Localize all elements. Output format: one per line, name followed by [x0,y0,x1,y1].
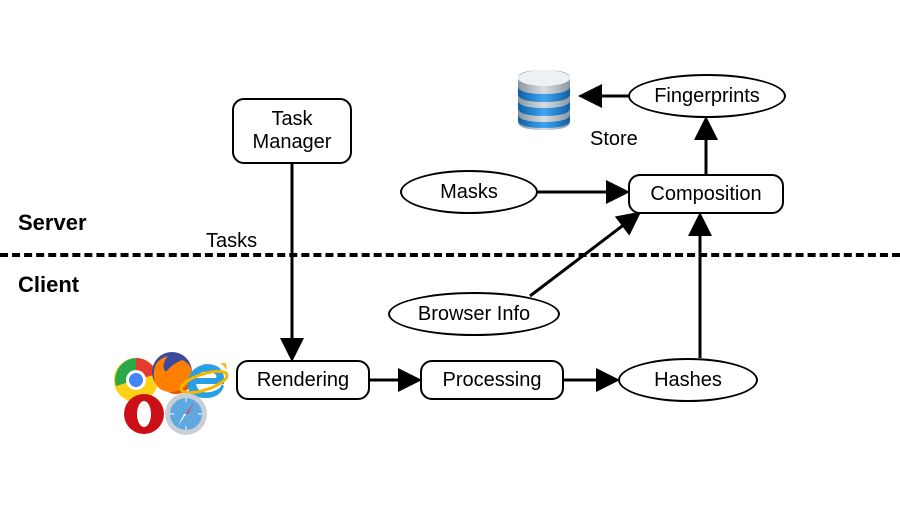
label-client: Client [18,272,79,298]
node-hashes: Hashes [618,358,758,402]
node-task-manager: Task Manager [232,98,352,164]
node-browser-info: Browser Info [388,292,560,336]
label-store: Store [590,128,638,151]
node-composition-label: Composition [650,183,761,206]
browser-icons [108,350,238,442]
node-browser-info-label: Browser Info [418,303,530,326]
node-hashes-label: Hashes [654,369,722,392]
node-processing: Processing [420,360,564,400]
node-fingerprints-label: Fingerprints [654,85,760,108]
node-composition: Composition [628,174,784,214]
safari-icon [165,393,207,435]
node-processing-label: Processing [443,369,542,392]
server-client-divider [0,253,900,257]
database-icon [514,66,574,134]
diagram-stage: Server Client Tasks Store [0,0,900,506]
firefox-icon [152,352,192,394]
node-masks: Masks [400,170,538,214]
node-task-manager-label: Task Manager [234,108,350,154]
node-masks-label: Masks [440,181,498,204]
opera-icon [124,394,164,434]
node-fingerprints: Fingerprints [628,74,786,118]
label-server: Server [18,210,87,236]
node-rendering-label: Rendering [257,369,349,392]
chrome-icon [114,358,158,402]
node-rendering: Rendering [236,360,370,400]
label-tasks: Tasks [206,230,257,253]
